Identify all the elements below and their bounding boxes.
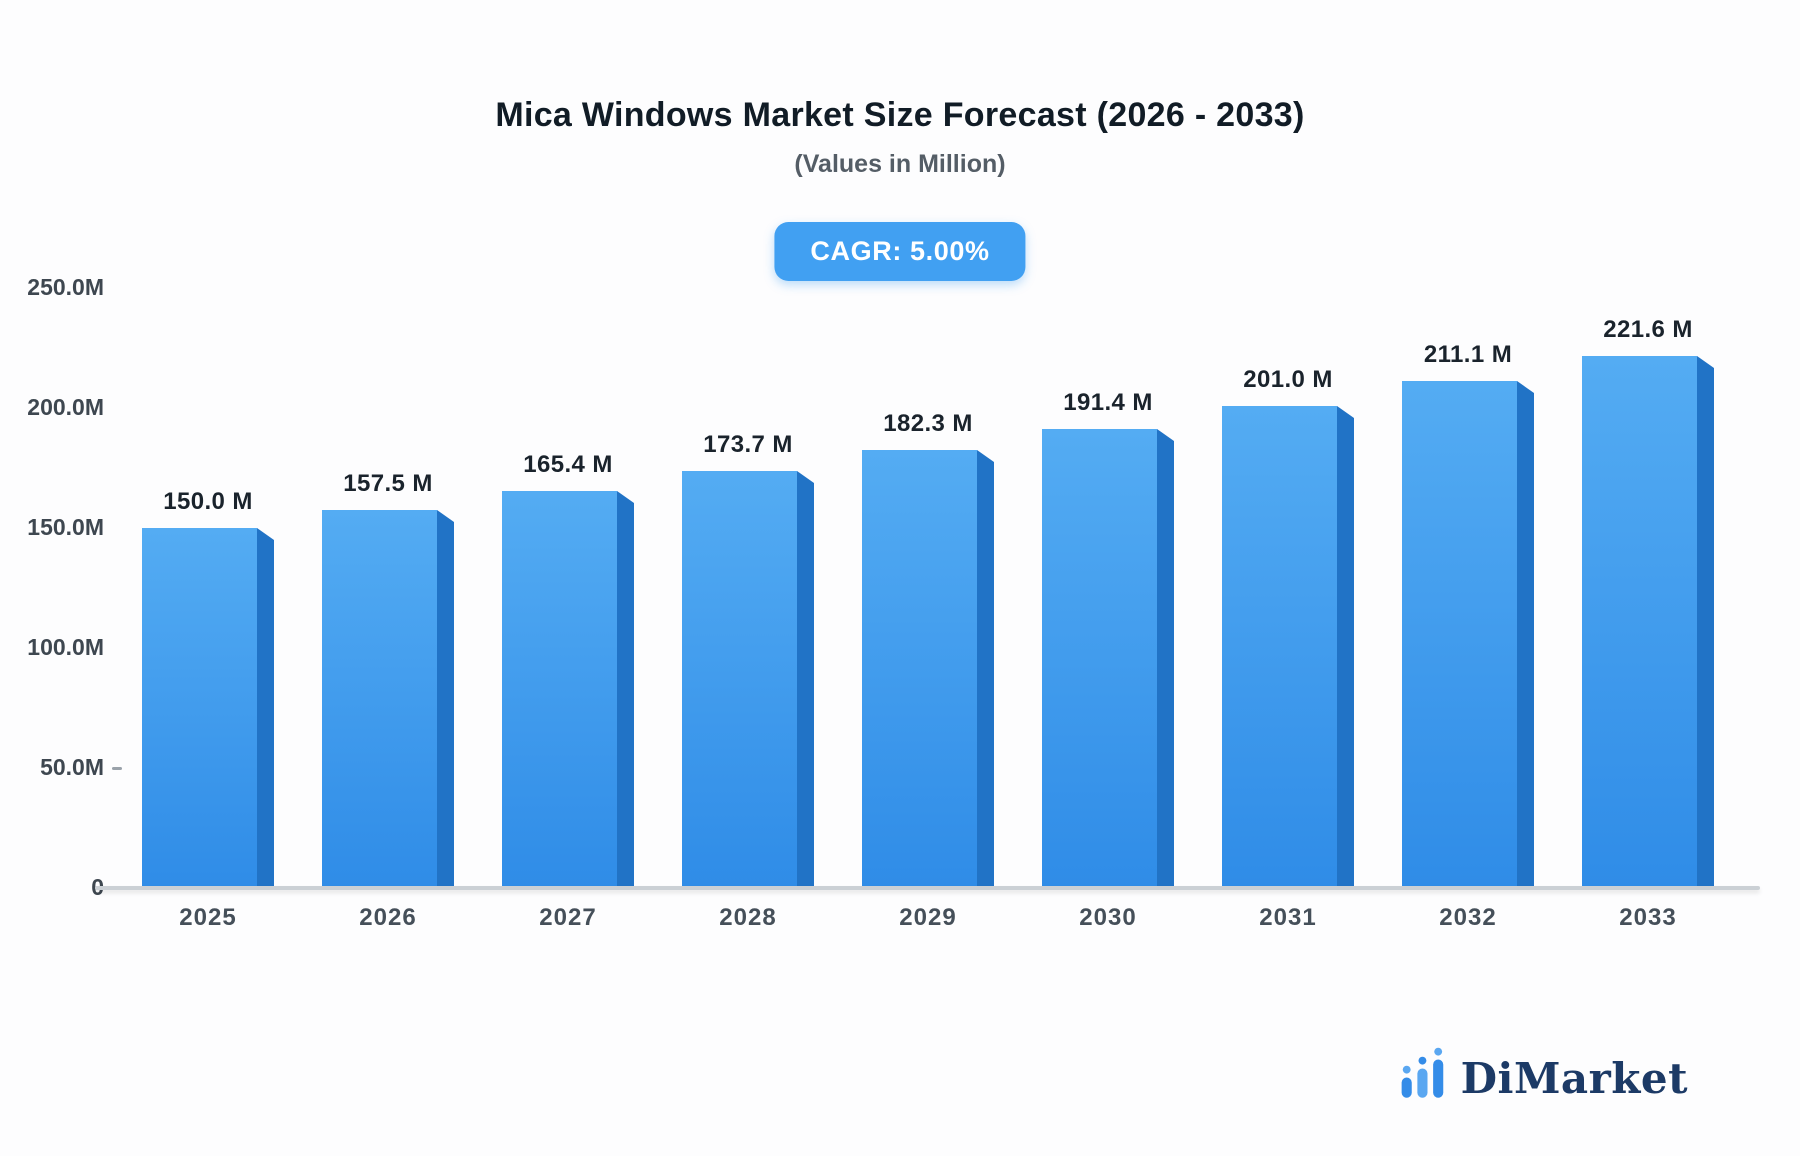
bar-value-label: 211.1 M: [1423, 341, 1513, 368]
x-axis-line: [95, 886, 1760, 890]
bar: [502, 491, 617, 888]
bar-value-label: 150.0 M: [163, 488, 253, 515]
bar-side-face: [437, 510, 454, 888]
y-tick-label: 50.0M: [40, 754, 104, 780]
chart-title: Mica Windows Market Size Forecast (2026 …: [495, 96, 1305, 134]
dimarket-logo-text: DiMarket: [1460, 1054, 1688, 1103]
y-tick-label: 0: [8, 874, 104, 901]
bar-value-label: 191.4 M: [1063, 389, 1153, 416]
bar-side-face: [977, 450, 994, 888]
bar-value-label: 157.5 M: [343, 470, 433, 497]
dimarket-logo: DiMarket: [1399, 1046, 1688, 1100]
x-tick-label: 2025: [179, 904, 237, 931]
cagr-badge: CAGR: 5.00%: [774, 222, 1026, 281]
bar-side-face: [1337, 406, 1354, 888]
bar-value-label: 221.6 M: [1603, 316, 1693, 343]
dimarket-logo-icon: [1401, 1047, 1443, 1098]
y-tick-label: 200.0M: [27, 394, 104, 420]
y-tick-label: 100.0M: [27, 634, 104, 660]
bar-side-face: [617, 491, 634, 888]
bar: [1042, 429, 1157, 888]
bar-value-label: 165.4 M: [523, 451, 613, 478]
x-tick-label: 2031: [1259, 904, 1317, 931]
bar: [1402, 381, 1517, 888]
x-tick-label: 2030: [1079, 904, 1137, 931]
bar-value-label: 173.7 M: [703, 431, 793, 458]
bar-side-face: [797, 471, 814, 888]
y-tick-label: 250.0M: [27, 274, 104, 300]
bar: [1582, 356, 1697, 888]
bar-value-label: 201.0 M: [1243, 366, 1333, 393]
bar: [862, 450, 977, 888]
bar-side-face: [257, 528, 274, 888]
bar: [1222, 406, 1337, 888]
y-tick-mark: [112, 767, 122, 770]
bar: [682, 471, 797, 888]
bar: [322, 510, 437, 888]
chart-subtitle: (Values in Million): [794, 150, 1006, 178]
bar-side-face: [1697, 356, 1714, 888]
bar-side-face: [1517, 381, 1534, 888]
x-tick-label: 2028: [719, 904, 777, 931]
bar-value-label: 182.3 M: [883, 410, 973, 437]
x-tick-label: 2033: [1619, 904, 1677, 931]
x-tick-label: 2029: [899, 904, 957, 931]
x-tick-label: 2026: [359, 904, 417, 931]
x-tick-label: 2032: [1439, 904, 1497, 931]
y-tick-label: 150.0M: [27, 514, 104, 540]
x-tick-label: 2027: [539, 904, 597, 931]
bar: [142, 528, 257, 888]
bar-side-face: [1157, 429, 1174, 888]
